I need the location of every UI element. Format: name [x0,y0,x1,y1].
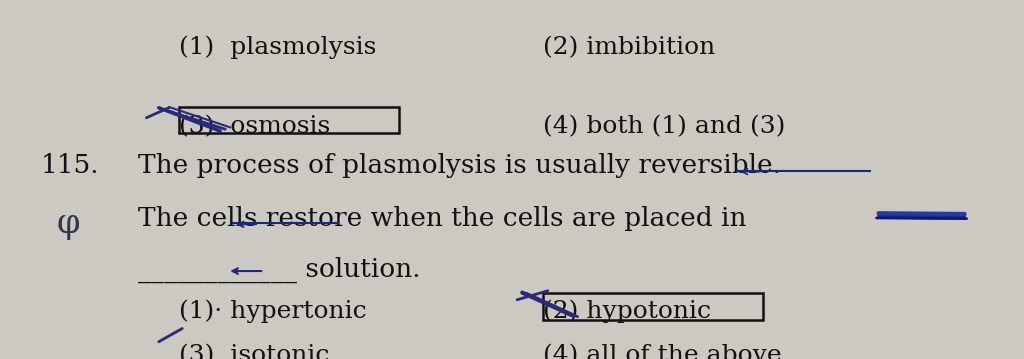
Text: 115.: 115. [41,153,99,178]
Text: (4) both (1) and (3): (4) both (1) and (3) [543,115,785,138]
Text: (4) all of the above: (4) all of the above [543,345,781,359]
Text: (2) imbibition: (2) imbibition [543,36,715,59]
Text: (3)  osmosis: (3) osmosis [179,115,331,138]
Text: (3)  isotonic: (3) isotonic [179,345,330,359]
Text: The process of plasmolysis is usually reversible.: The process of plasmolysis is usually re… [138,153,781,178]
Text: ____________ solution.: ____________ solution. [138,257,421,283]
Bar [543,293,763,320]
Text: (2) hypotonic: (2) hypotonic [543,300,711,323]
Text: φ: φ [56,208,80,240]
Text: (1)  plasmolysis: (1) plasmolysis [179,36,377,60]
Text: (1)· hypertonic: (1)· hypertonic [179,300,367,323]
Text: The cells restore when the cells are placed in: The cells restore when the cells are pla… [138,206,746,232]
Bar [179,107,399,133]
